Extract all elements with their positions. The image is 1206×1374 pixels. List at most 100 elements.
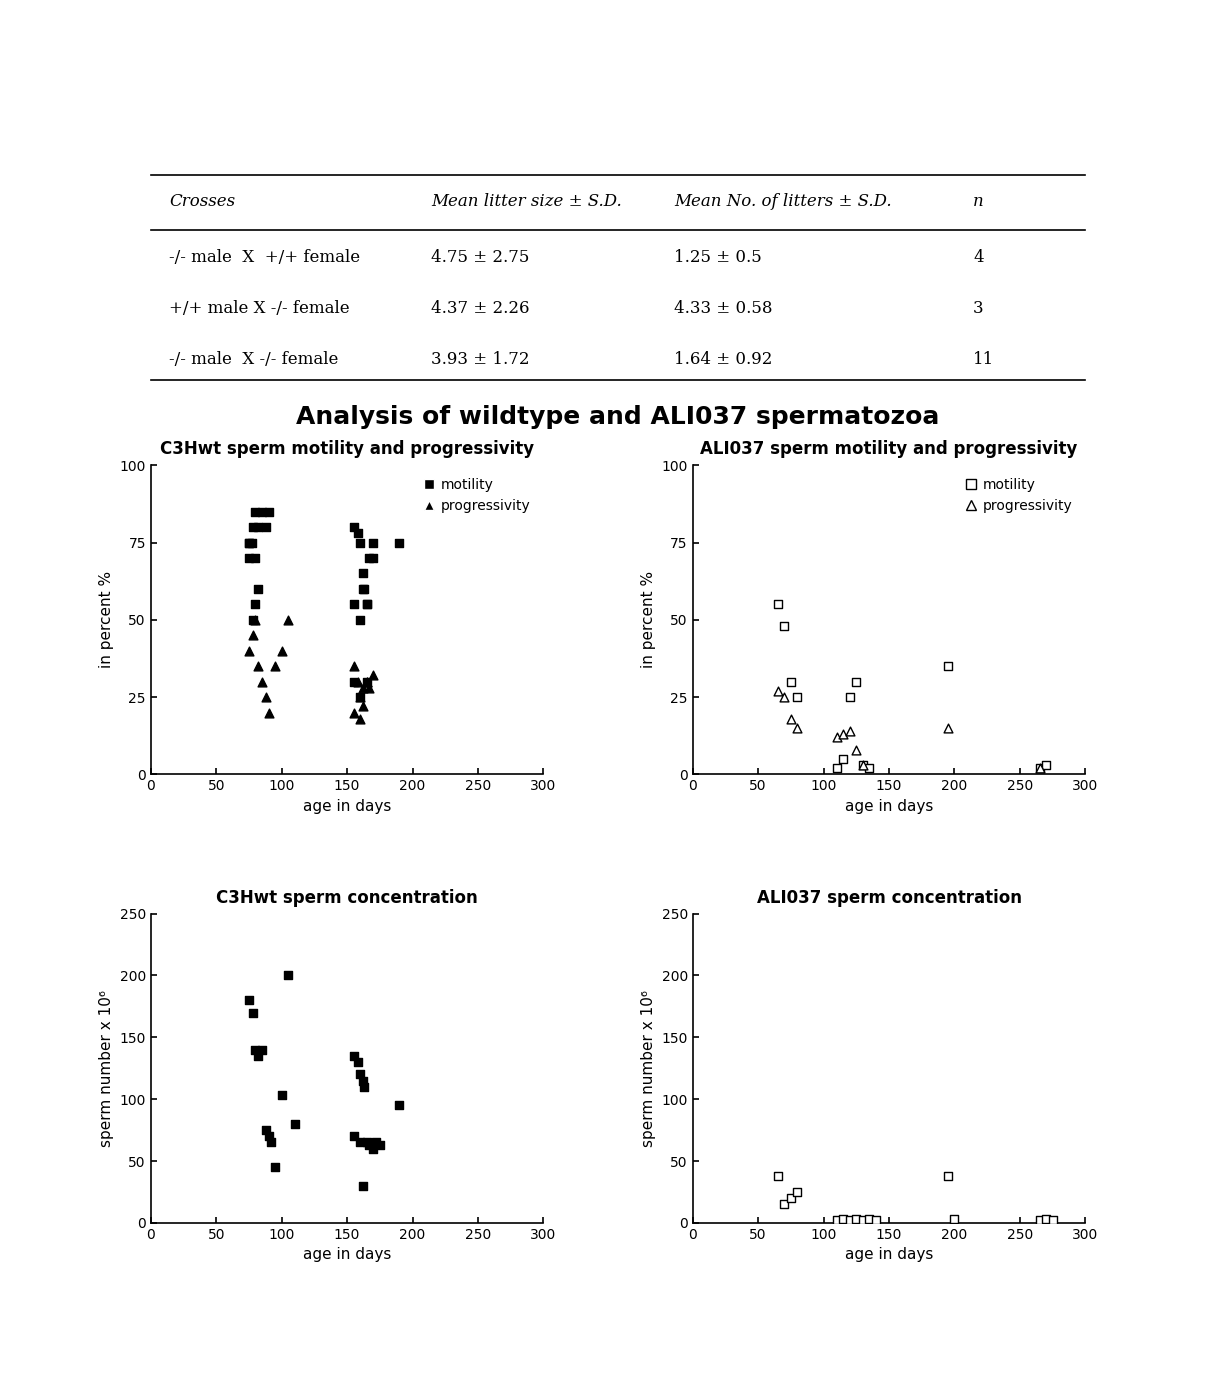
Point <box>239 532 258 554</box>
Point <box>244 624 263 646</box>
Point <box>781 1187 801 1209</box>
Point <box>938 1165 958 1187</box>
Point <box>347 522 367 544</box>
Point <box>768 594 788 616</box>
Point <box>246 1039 265 1061</box>
Point <box>351 708 370 730</box>
Point <box>827 1209 847 1231</box>
Point <box>357 594 376 616</box>
Point <box>279 609 298 631</box>
Point <box>273 640 292 662</box>
Title: C3Hwt sperm concentration: C3Hwt sperm concentration <box>216 889 478 907</box>
Title: ALI037 sperm concentration: ALI037 sperm concentration <box>756 889 1021 907</box>
Point <box>1043 1209 1062 1231</box>
Point <box>768 1165 788 1187</box>
Point <box>355 1076 374 1098</box>
Point <box>1030 1209 1049 1231</box>
Point <box>353 562 373 584</box>
Point <box>285 1113 304 1135</box>
Point <box>351 686 370 708</box>
Point <box>347 671 367 692</box>
X-axis label: age in days: age in days <box>845 798 933 813</box>
Point <box>768 680 788 702</box>
Point <box>853 754 872 776</box>
Text: 4: 4 <box>973 249 984 265</box>
Point <box>351 532 370 554</box>
X-axis label: age in days: age in days <box>845 1248 933 1263</box>
Point <box>357 671 376 692</box>
Text: Mean litter size ± S.D.: Mean litter size ± S.D. <box>432 194 622 210</box>
Text: 3.93 ± 1.72: 3.93 ± 1.72 <box>432 350 529 368</box>
Point <box>1036 1208 1055 1230</box>
Point <box>344 594 363 616</box>
Point <box>353 1069 373 1091</box>
Text: 1.64 ± 0.92: 1.64 ± 0.92 <box>674 350 773 368</box>
Point <box>1030 757 1049 779</box>
Point <box>833 1208 853 1230</box>
Point <box>246 500 265 522</box>
Point <box>344 1125 363 1147</box>
Point <box>239 532 258 554</box>
Point <box>860 757 879 779</box>
Point <box>841 686 860 708</box>
Point <box>357 1131 376 1153</box>
Point <box>246 594 265 616</box>
Point <box>788 1180 807 1202</box>
Point <box>351 1131 370 1153</box>
Text: 11: 11 <box>973 350 995 368</box>
Point <box>351 609 370 631</box>
Point <box>273 1084 292 1106</box>
Point <box>866 1209 885 1231</box>
Y-axis label: sperm number x 10⁶: sperm number x 10⁶ <box>640 989 656 1147</box>
Point <box>364 547 384 569</box>
Point <box>239 640 258 662</box>
Point <box>252 671 271 692</box>
Point <box>265 655 285 677</box>
Point <box>364 665 384 687</box>
Point <box>262 1131 281 1153</box>
Point <box>938 717 958 739</box>
Point <box>239 547 258 569</box>
Point <box>252 500 271 522</box>
Point <box>259 1125 279 1147</box>
Text: -/- male  X  +/+ female: -/- male X +/+ female <box>169 249 361 265</box>
Point <box>359 677 379 699</box>
Point <box>833 723 853 745</box>
Point <box>344 671 363 692</box>
Text: 4.37 ± 2.26: 4.37 ± 2.26 <box>432 300 529 317</box>
Point <box>847 739 866 761</box>
Point <box>1036 754 1055 776</box>
Point <box>239 989 258 1011</box>
Point <box>259 702 279 724</box>
Point <box>359 547 379 569</box>
Point <box>246 609 265 631</box>
Point <box>344 1044 363 1066</box>
Point <box>774 1193 794 1215</box>
Point <box>353 578 373 600</box>
Point <box>847 671 866 692</box>
Point <box>390 1094 409 1116</box>
Point <box>355 578 374 600</box>
Point <box>344 655 363 677</box>
Text: 3: 3 <box>973 300 984 317</box>
Point <box>259 500 279 522</box>
Point <box>242 532 262 554</box>
Point <box>847 1208 866 1230</box>
Point <box>860 1208 879 1230</box>
Point <box>244 609 263 631</box>
Point <box>364 1138 384 1160</box>
Point <box>944 1208 964 1230</box>
Point <box>353 677 373 699</box>
Point <box>938 655 958 677</box>
Text: 4.33 ± 0.58: 4.33 ± 0.58 <box>674 300 773 317</box>
Legend: motility, progressivity: motility, progressivity <box>960 473 1078 518</box>
Text: Analysis of wildtype and ALI037 spermatozoa: Analysis of wildtype and ALI037 spermato… <box>297 405 939 430</box>
Point <box>774 616 794 638</box>
Y-axis label: in percent %: in percent % <box>99 572 113 668</box>
Y-axis label: sperm number x 10⁶: sperm number x 10⁶ <box>99 989 113 1147</box>
Text: +/+ male X -/- female: +/+ male X -/- female <box>169 300 350 317</box>
Point <box>390 532 409 554</box>
Point <box>353 1175 373 1197</box>
X-axis label: age in days: age in days <box>303 1248 391 1263</box>
Point <box>774 686 794 708</box>
